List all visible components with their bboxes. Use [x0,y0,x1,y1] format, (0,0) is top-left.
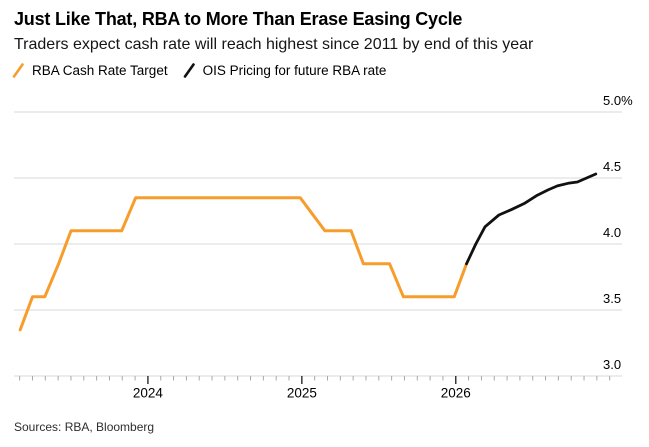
rba-cash-rate-line [18,196,468,332]
legend-label: RBA Cash Rate Target [32,63,168,78]
black-slash-icon [183,63,195,78]
y-axis-label: 4.5 [603,159,621,174]
ois-pricing-line [465,172,598,266]
chart-title: Just Like That, RBA to More Than Erase E… [14,9,463,29]
y-axis-label: 4.0 [603,225,621,240]
sources-note: Sources: RBA, Bloomberg [14,420,155,434]
y-axis-label: 5.0% [603,93,633,108]
y-axis-label: 3.5 [603,291,621,306]
legend-label: OIS Pricing for future RBA rate [202,63,387,78]
chart-subtitle: Traders expect cash rate will reach high… [14,36,534,53]
orange-slash-icon [12,63,24,78]
legend-item-rba-cash-rate: RBA Cash Rate Target [12,63,168,78]
x-axis-label: 2025 [287,386,317,401]
chart-legend: RBA Cash Rate Target OIS Pricing for fut… [12,63,386,78]
x-axis-label: 2024 [133,386,164,401]
x-axis-label: 2026 [441,386,471,401]
legend-item-ois-pricing: OIS Pricing for future RBA rate [183,63,387,78]
y-axis-label: 3.0 [603,357,621,372]
